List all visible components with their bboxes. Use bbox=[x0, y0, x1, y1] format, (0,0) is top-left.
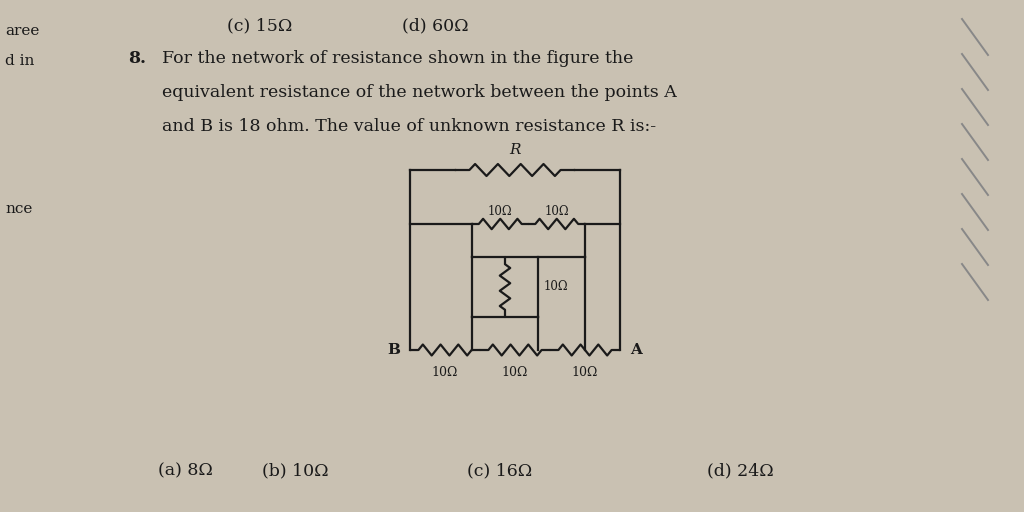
Text: B: B bbox=[387, 343, 400, 357]
Text: 10Ω: 10Ω bbox=[432, 366, 458, 379]
Text: (d) 24Ω: (d) 24Ω bbox=[707, 462, 773, 479]
Text: 10Ω: 10Ω bbox=[502, 366, 528, 379]
Text: R: R bbox=[509, 143, 521, 157]
Text: (a) 8Ω: (a) 8Ω bbox=[158, 462, 212, 479]
Text: aree: aree bbox=[5, 24, 39, 38]
Text: (c) 16Ω: (c) 16Ω bbox=[467, 462, 532, 479]
Text: 10Ω: 10Ω bbox=[545, 205, 569, 218]
Text: For the network of resistance shown in the figure the: For the network of resistance shown in t… bbox=[162, 50, 634, 67]
Text: 8.: 8. bbox=[128, 50, 146, 67]
Text: (c) 15Ω: (c) 15Ω bbox=[227, 17, 293, 34]
Text: A: A bbox=[630, 343, 642, 357]
Text: (d) 60Ω: (d) 60Ω bbox=[401, 17, 468, 34]
Text: and B is 18 ohm. The value of unknown resistance R is:-: and B is 18 ohm. The value of unknown re… bbox=[162, 118, 656, 135]
Text: equivalent resistance of the network between the points A: equivalent resistance of the network bet… bbox=[162, 84, 677, 101]
Text: nce: nce bbox=[5, 202, 33, 216]
Text: 10Ω: 10Ω bbox=[488, 205, 513, 218]
Text: 10Ω: 10Ω bbox=[544, 281, 568, 293]
Text: (b) 10Ω: (b) 10Ω bbox=[262, 462, 329, 479]
Text: d in: d in bbox=[5, 54, 35, 68]
Text: 10Ω: 10Ω bbox=[571, 366, 598, 379]
